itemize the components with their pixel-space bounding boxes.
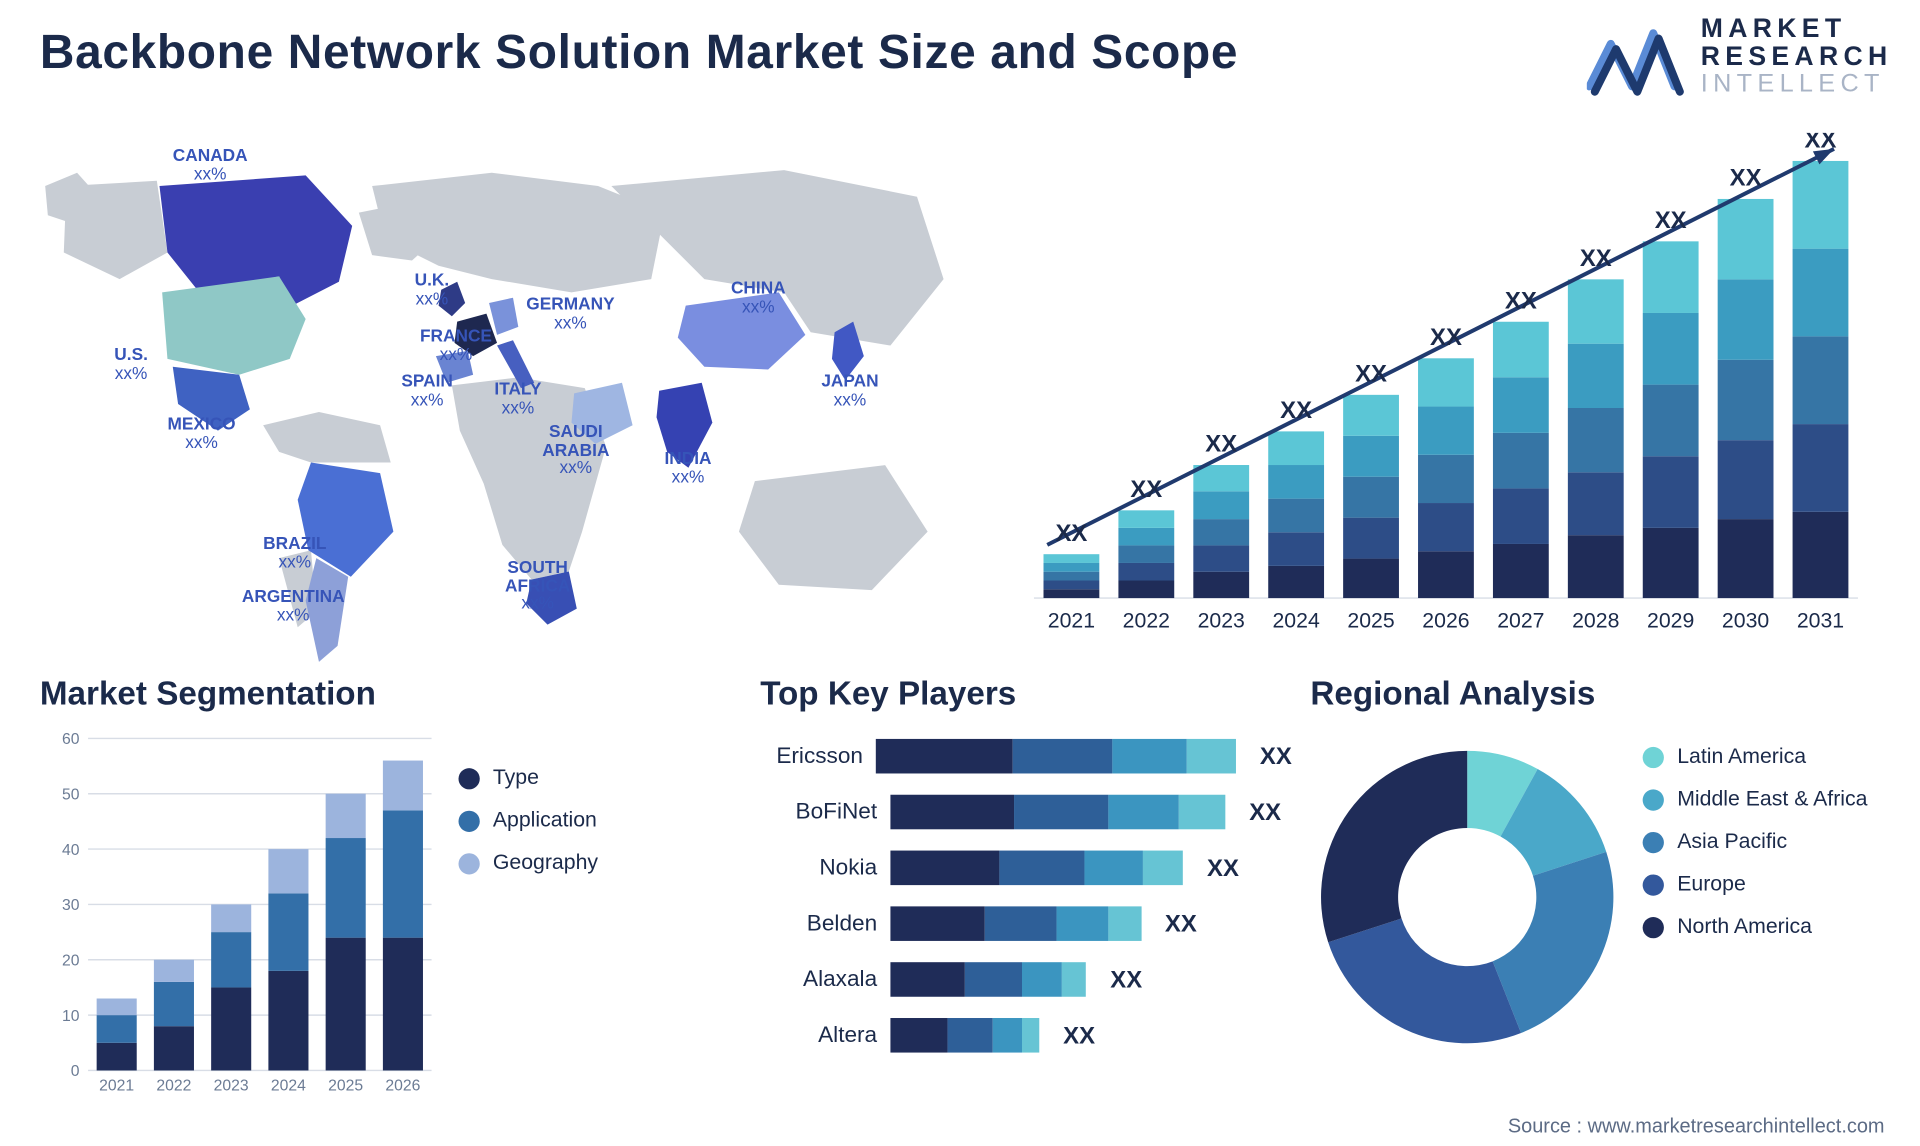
donut-slice-North-America [1321,751,1467,942]
map-label-U-K-: U.K.xx% [415,271,450,307]
regional-legend: Latin America Middle East & Africa Asia Pa… [1643,727,1868,940]
svg-text:0: 0 [71,1063,80,1080]
svg-text:2021: 2021 [99,1077,134,1094]
svg-text:XX: XX [1505,287,1537,314]
map-label-SPAIN: SPAINxx% [401,372,453,408]
tkp-row-belden: BeldenXX [760,902,1292,945]
footer-source: Source : www.marketresearchintellect.com [1508,1115,1885,1138]
segmentation-legend: Type Application Geography [458,727,598,876]
logo-line2: RESEARCH [1701,44,1893,72]
reg-legend-North-America: North America [1643,916,1868,940]
world-map-panel: CANADAxx% U.S.xx% MEXICOxx% BRAZILxx% ARGENT… [40,133,970,665]
seg-legend-geography: Geography [458,852,598,876]
logo-mark-icon [1586,17,1684,97]
top-key-players-panel: Top Key Players EricssonXX BoFiNetXX Nokia… [760,675,1292,1100]
map-label-JAPAN: JAPANxx% [821,372,878,408]
map-label-MEXICO: MEXICOxx% [167,415,235,451]
svg-text:2026: 2026 [1422,608,1469,632]
svg-text:XX: XX [1805,133,1837,154]
donut-slice-Europe [1328,918,1521,1043]
reg-legend-Latin-America: Latin America [1643,746,1868,770]
map-label-U-S-: U.S.xx% [114,346,148,382]
top-key-players-rows: EricssonXX BoFiNetXX NokiaXX BeldenXX Alaxal… [760,727,1292,1057]
svg-text:30: 30 [62,897,80,914]
reg-legend-Asia-Pacific: Asia Pacific [1643,831,1868,855]
svg-text:XX: XX [1355,361,1387,388]
seg-legend-type: Type [458,767,598,791]
svg-text:2030: 2030 [1722,608,1769,632]
tkp-row-nokia: NokiaXX [760,847,1292,890]
svg-text:2022: 2022 [1123,608,1170,632]
svg-text:2028: 2028 [1572,608,1619,632]
svg-text:XX: XX [1655,207,1687,234]
map-label-FRANCE: FRANCExx% [420,327,492,363]
svg-text:2022: 2022 [156,1077,191,1094]
svg-text:2025: 2025 [328,1077,363,1094]
svg-text:2024: 2024 [1272,608,1319,632]
svg-text:2026: 2026 [385,1077,420,1094]
segmentation-panel: Market Segmentation 2021 2022 2023 2024 2025… [40,675,598,1100]
logo-line1: MARKET [1701,16,1893,44]
svg-text:XX: XX [1730,165,1762,192]
svg-text:XX: XX [1280,397,1312,424]
svg-text:2023: 2023 [1198,608,1245,632]
logo-line3: INTELLECT [1701,72,1893,98]
brand-logo: MARKET RESEARCH INTELLECT [1586,16,1892,98]
reg-legend-Middle-East-Africa: Middle East & Africa [1643,788,1868,812]
map-country-Germany [489,298,518,335]
svg-text:60: 60 [62,731,80,748]
svg-text:2024: 2024 [271,1077,306,1094]
svg-text:XX: XX [1055,520,1087,547]
donut-slice-Asia-Pacific [1493,852,1614,1033]
reg-legend-Europe: Europe [1643,873,1868,897]
tkp-row-alaxala: AlaxalaXX [760,958,1292,1001]
svg-text:2029: 2029 [1647,608,1694,632]
regional-title: Regional Analysis [1310,675,1881,714]
svg-text:2025: 2025 [1347,608,1394,632]
seg-legend-application: Application [458,809,598,833]
svg-text:50: 50 [62,786,80,803]
svg-text:2023: 2023 [214,1077,249,1094]
map-label-CANADA: CANADAxx% [173,146,248,182]
svg-text:XX: XX [1430,324,1462,351]
growth-chart-panel: 2021 2022 2023 2024 2025 2026 2027 2028 2029 2030… [981,133,1885,665]
map-label-SAUDI-ARABIA: SAUDIARABIAxx% [542,423,609,477]
svg-text:2031: 2031 [1797,608,1844,632]
svg-text:2027: 2027 [1497,608,1544,632]
segmentation-chart-svg: 2021 2022 2023 2024 2025 2026 0 10 20 30 40 50 60 [40,727,440,1099]
map-label-GERMANY: GERMANYxx% [526,295,614,331]
map-label-SOUTH-AFRICA: SOUTHAFRICAxx% [505,558,570,612]
map-label-ITALY: ITALYxx% [494,380,541,416]
tkp-row-altera: AlteraXX [760,1014,1292,1057]
svg-text:XX: XX [1130,476,1162,503]
svg-text:20: 20 [62,953,80,970]
top-key-players-title: Top Key Players [760,675,1292,714]
svg-text:2021: 2021 [1048,608,1095,632]
regional-panel: Regional Analysis Latin America Middle Ea… [1310,675,1881,1100]
tkp-row-bofinet: BoFiNetXX [760,791,1292,834]
regional-donut-svg [1310,727,1624,1067]
svg-text:XX: XX [1580,245,1612,272]
svg-text:40: 40 [62,842,80,859]
svg-text:10: 10 [62,1008,80,1025]
map-label-ARGENTINA: ARGENTINAxx% [242,587,345,623]
tkp-row-ericsson: EricssonXX [760,735,1292,778]
svg-text:XX: XX [1205,431,1237,458]
map-label-BRAZIL: BRAZILxx% [263,534,326,570]
map-country-USA [162,276,306,374]
map-label-CHINA: CHINAxx% [731,279,786,315]
page-title: Backbone Network Solution Market Size an… [40,24,1238,80]
growth-chart-svg: 2021 2022 2023 2024 2025 2026 2027 2028 2029 2030… [981,133,1885,665]
map-label-INDIA: INDIAxx% [665,449,712,485]
segmentation-title: Market Segmentation [40,675,598,714]
